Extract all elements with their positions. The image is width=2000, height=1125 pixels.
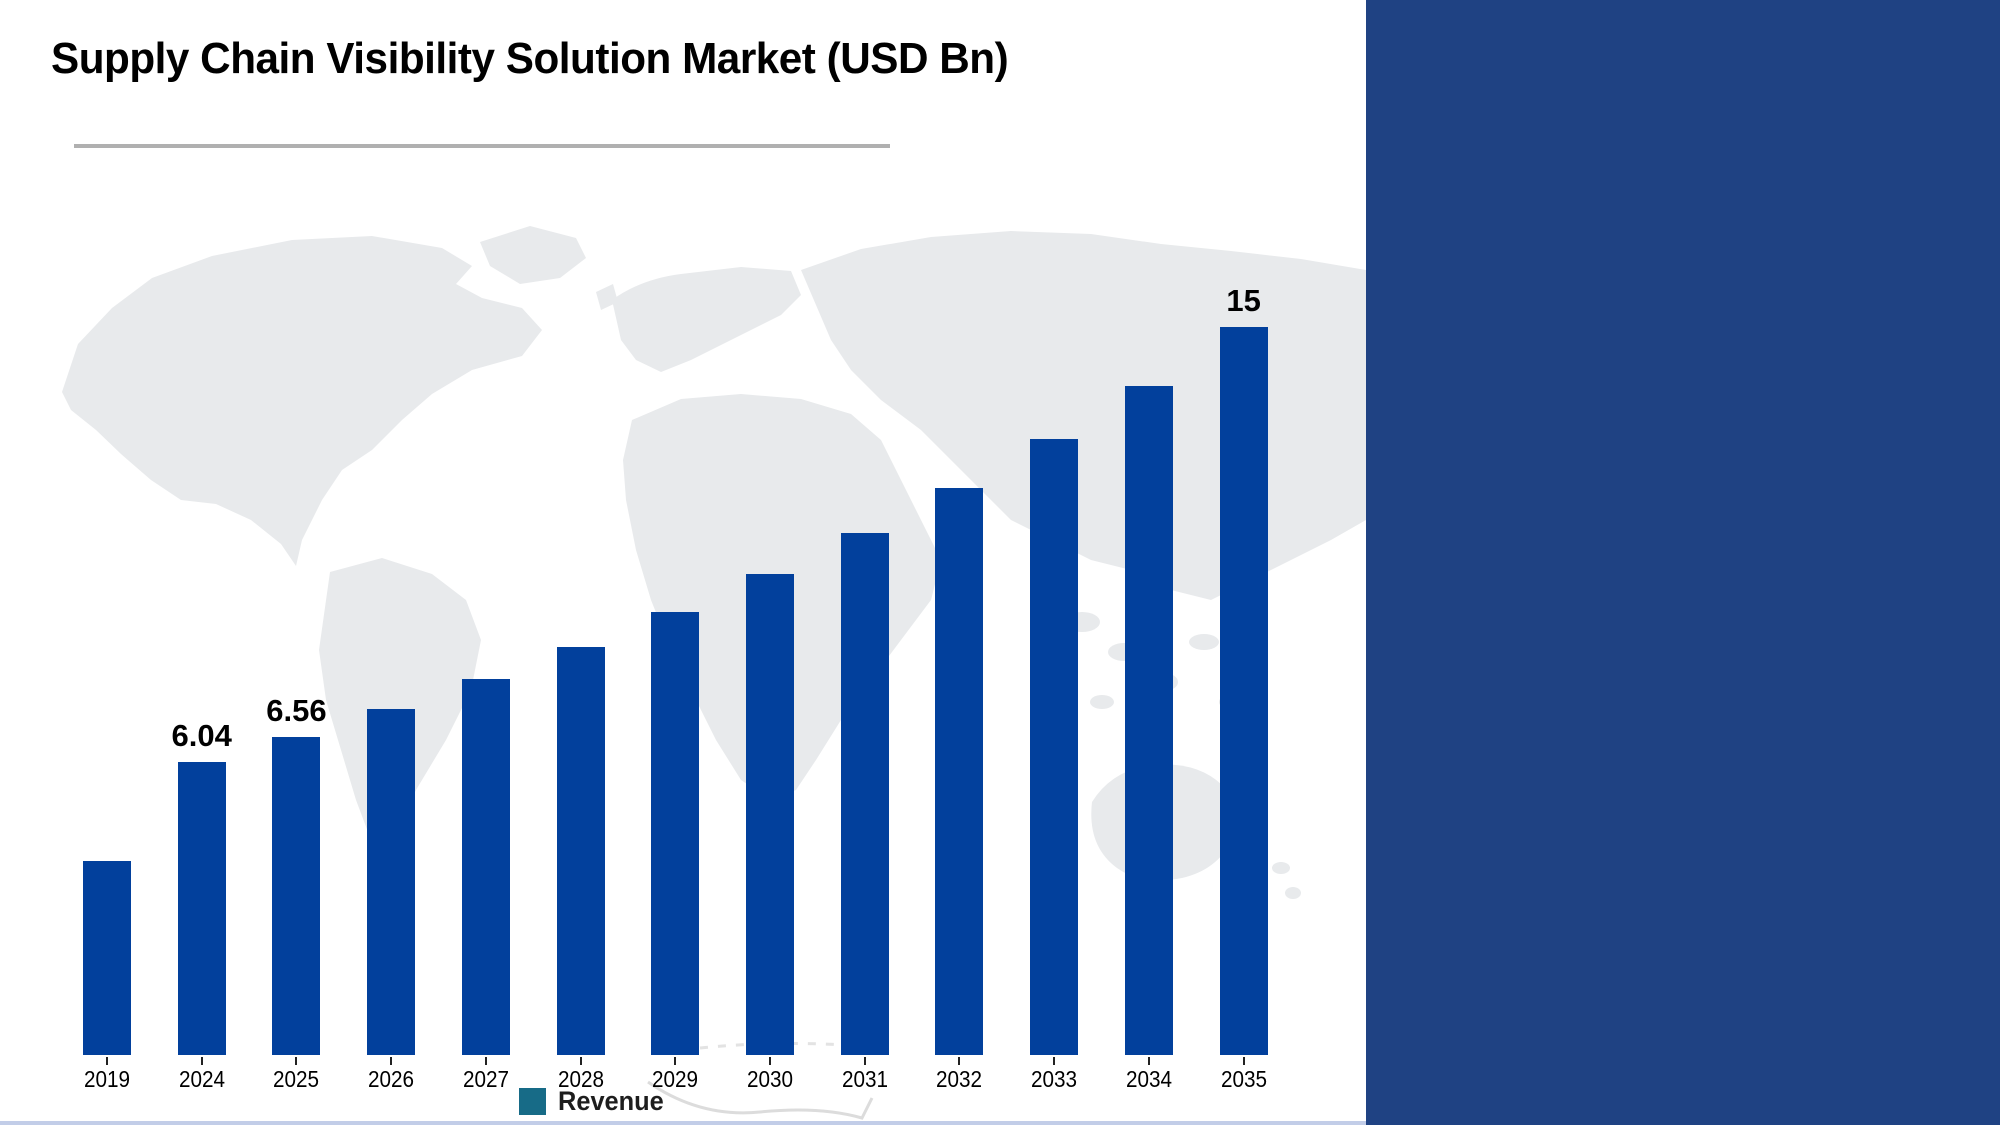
- x-axis-tick: [863, 1057, 866, 1065]
- x-axis-tick: [200, 1057, 203, 1065]
- x-axis-label-2024: 2024: [178, 1066, 225, 1092]
- x-axis-tick: [106, 1057, 108, 1065]
- x-axis-tick: [674, 1057, 677, 1065]
- watermark-scribble: [647, 1080, 874, 1120]
- x-axis-tick: [390, 1057, 393, 1065]
- x-axis-label-2030: 2030: [746, 1066, 794, 1092]
- x-axis-label-2034: 2034: [1125, 1066, 1172, 1092]
- legend-swatch-revenue[interactable]: [519, 1088, 546, 1115]
- bar-value-label-2024: 6.04: [171, 717, 232, 753]
- x-axis-label-2029: 2029: [652, 1066, 699, 1092]
- x-axis-label-2031: 2031: [841, 1066, 888, 1092]
- bar-2033[interactable]: [1030, 439, 1079, 1055]
- bar-2027[interactable]: [461, 679, 510, 1055]
- x-axis-label-2033: 2033: [1031, 1066, 1078, 1092]
- legend-label[interactable]: Revenue: [558, 1086, 664, 1116]
- x-axis-label-2035: 2035: [1220, 1066, 1267, 1092]
- brand-panel: WISE GUY REPORTS 8.6 % CAGR (2025-2035): [1366, 0, 2000, 1125]
- bar-2034[interactable]: [1124, 386, 1173, 1055]
- x-axis-tick: [769, 1057, 772, 1065]
- x-axis-label-2025: 2025: [273, 1066, 320, 1092]
- bar-2026[interactable]: [367, 709, 416, 1055]
- bar-2029[interactable]: [651, 612, 700, 1055]
- bar-2025[interactable]: [272, 736, 321, 1055]
- x-axis-tick: [1053, 1057, 1056, 1065]
- x-axis-label-2032: 2032: [936, 1066, 983, 1092]
- x-axis-tick: [1147, 1057, 1150, 1065]
- bar-value-label-2025: 6.56: [266, 692, 327, 728]
- x-axis-tick: [484, 1057, 487, 1065]
- x-axis-label-2019: 2019: [83, 1066, 131, 1092]
- x-axis-tick: [958, 1057, 961, 1065]
- bar-2035[interactable]: [1219, 327, 1268, 1055]
- bottom-border-line: [0, 1121, 1366, 1125]
- x-axis-label-2027: 2027: [462, 1066, 509, 1092]
- x-axis-tick: [579, 1057, 582, 1065]
- x-axis-label-2028: 2028: [557, 1066, 604, 1092]
- chart-title: Supply Chain Visibility Solution Market …: [51, 34, 1009, 83]
- bar-value-label-2035: 15: [1226, 283, 1261, 319]
- x-axis-tick: [1242, 1057, 1245, 1065]
- bar-2019[interactable]: [83, 860, 131, 1055]
- chart-legend[interactable]: Revenue: [519, 1086, 671, 1117]
- bar-2028[interactable]: [556, 647, 605, 1055]
- bar-2024[interactable]: [177, 761, 226, 1055]
- bar-2031[interactable]: [840, 532, 889, 1055]
- x-axis-label-2026: 2026: [368, 1066, 415, 1092]
- chart-area: Supply Chain Visibility Solution Market …: [0, 34, 1366, 1125]
- title-underline: [74, 144, 890, 148]
- bar-2032[interactable]: [935, 487, 984, 1055]
- x-axis-tick: [295, 1057, 298, 1065]
- bar-2030[interactable]: [746, 574, 795, 1055]
